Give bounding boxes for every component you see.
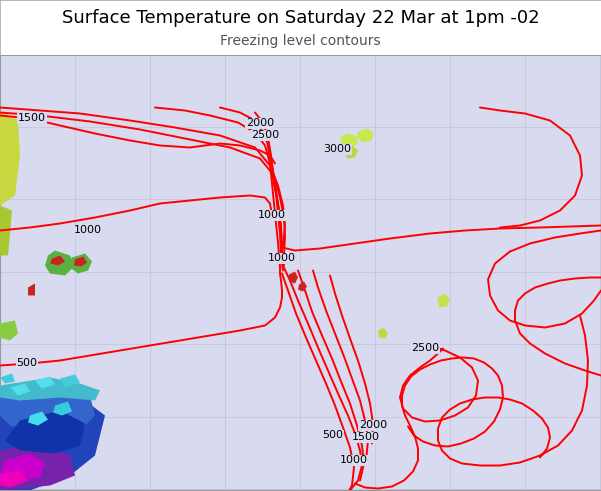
Polygon shape xyxy=(0,454,45,481)
Polygon shape xyxy=(298,281,307,292)
Polygon shape xyxy=(378,327,388,338)
Polygon shape xyxy=(289,272,298,283)
Polygon shape xyxy=(28,411,48,426)
Text: 3000: 3000 xyxy=(323,144,351,155)
Text: 500: 500 xyxy=(16,358,37,369)
Polygon shape xyxy=(437,294,450,307)
Text: 2000: 2000 xyxy=(246,118,274,129)
Text: 1500: 1500 xyxy=(352,433,380,442)
Polygon shape xyxy=(0,321,18,340)
Polygon shape xyxy=(74,256,87,267)
Polygon shape xyxy=(0,401,105,491)
Text: 500: 500 xyxy=(323,431,344,440)
Text: 2500: 2500 xyxy=(411,344,439,354)
Text: 2500: 2500 xyxy=(251,131,279,140)
Polygon shape xyxy=(60,375,80,387)
Polygon shape xyxy=(0,374,15,383)
Polygon shape xyxy=(0,206,12,255)
Text: Surface Temperature on Saturday 22 Mar at 1pm -02: Surface Temperature on Saturday 22 Mar a… xyxy=(62,9,539,27)
Text: 1000: 1000 xyxy=(74,225,102,236)
Polygon shape xyxy=(0,443,75,491)
Text: 1000: 1000 xyxy=(258,211,286,220)
Polygon shape xyxy=(0,110,20,206)
Polygon shape xyxy=(5,410,85,454)
Polygon shape xyxy=(357,129,374,142)
Text: 1000: 1000 xyxy=(268,253,296,264)
Text: 1500: 1500 xyxy=(18,113,46,124)
Polygon shape xyxy=(35,377,55,388)
Text: 2000: 2000 xyxy=(359,420,387,431)
Polygon shape xyxy=(0,378,100,401)
Polygon shape xyxy=(0,387,95,436)
Polygon shape xyxy=(53,402,72,415)
Polygon shape xyxy=(28,283,35,296)
Text: Freezing level contours: Freezing level contours xyxy=(220,34,381,48)
Polygon shape xyxy=(344,145,358,159)
Polygon shape xyxy=(50,255,65,266)
Polygon shape xyxy=(10,383,30,395)
Polygon shape xyxy=(45,250,75,275)
Polygon shape xyxy=(0,470,28,488)
Polygon shape xyxy=(70,253,92,273)
Polygon shape xyxy=(340,134,358,147)
Text: 1000: 1000 xyxy=(340,456,368,465)
